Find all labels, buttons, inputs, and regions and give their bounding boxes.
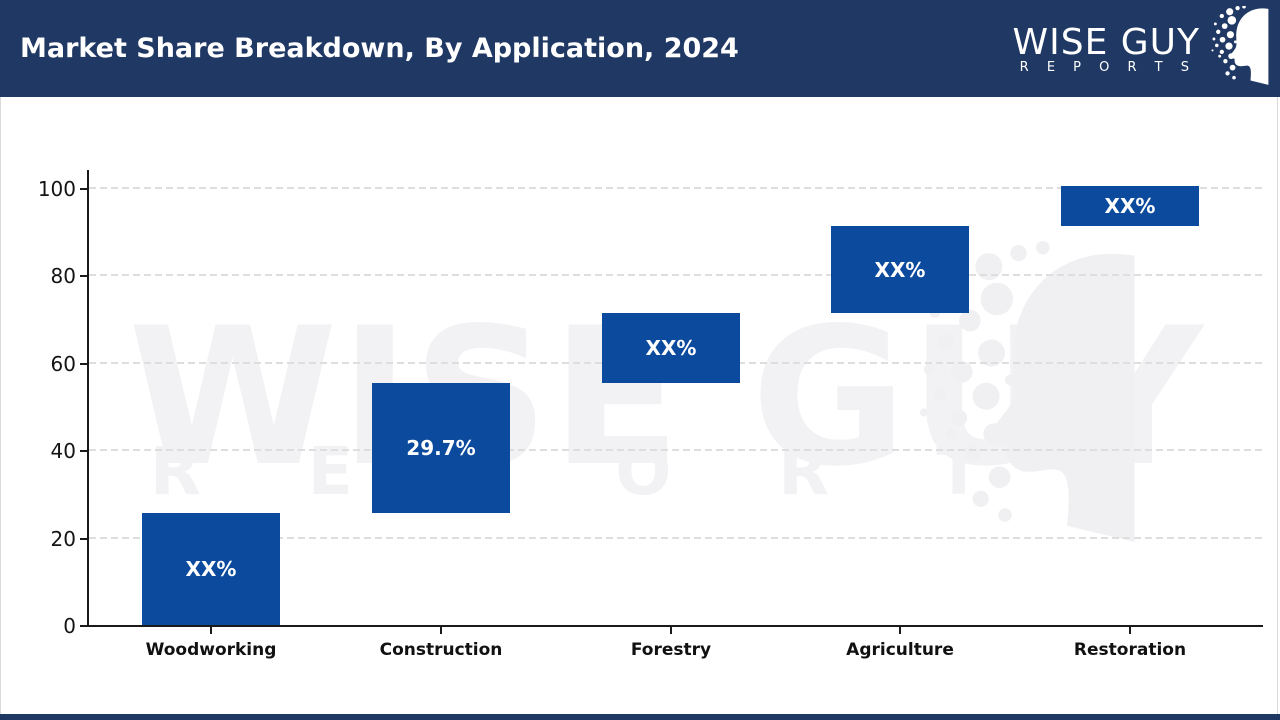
gridline <box>89 274 1263 277</box>
x-tick <box>899 627 901 634</box>
footer-bar <box>0 714 1280 720</box>
logo-wiseguy-text: WISE GUY <box>1012 22 1200 63</box>
logo-face-icon <box>1211 6 1269 85</box>
y-tick-label: 0 <box>63 614 76 638</box>
watermark-face-icon <box>919 240 1135 542</box>
y-tick-label: 80 <box>50 264 76 289</box>
y-axis-line <box>87 170 89 627</box>
y-tick-label: 20 <box>50 526 76 551</box>
x-axis-line <box>87 625 1263 627</box>
bar-value-label: XX% <box>1104 194 1156 219</box>
x-tick <box>1129 627 1131 634</box>
logo-reports-text: R E P O R T S <box>1019 60 1196 75</box>
gridline <box>89 449 1263 452</box>
y-tick-label: 100 <box>37 177 76 201</box>
category-label: Restoration <box>1073 640 1187 660</box>
y-tick <box>80 537 87 540</box>
category-label: Woodworking <box>145 640 277 660</box>
gridline <box>89 536 1263 539</box>
y-tick <box>80 275 87 278</box>
y-tick <box>80 625 87 627</box>
y-tick-label: 40 <box>50 439 76 464</box>
bar-segment <box>602 313 740 384</box>
bar-segment <box>142 513 280 625</box>
category-label: Construction <box>379 640 503 660</box>
bar-segment <box>372 383 510 514</box>
y-tick <box>80 450 87 453</box>
bar-value-label: XX% <box>185 557 237 582</box>
bar-segment <box>831 225 969 314</box>
x-tick <box>440 627 442 634</box>
header-bar: Market Share Breakdown, By Application, … <box>0 0 1280 97</box>
category-label: Agriculture <box>846 640 954 660</box>
y-tick-label: 60 <box>50 351 76 376</box>
wise-guy-reports-logo: WISE GUY R E P O R T S <box>1013 0 1269 97</box>
bar-value-label: 29.7% <box>406 436 476 461</box>
bar-value-label: XX% <box>874 257 926 282</box>
gridline <box>89 187 1263 189</box>
category-label: Forestry <box>630 640 712 660</box>
y-tick <box>80 362 87 365</box>
bar-value-label: XX% <box>645 336 697 361</box>
bar-segment <box>1061 186 1199 227</box>
x-tick <box>670 627 672 634</box>
page-title: Market Share Breakdown, By Application, … <box>20 33 739 64</box>
y-tick <box>80 188 87 190</box>
x-tick <box>210 627 212 634</box>
